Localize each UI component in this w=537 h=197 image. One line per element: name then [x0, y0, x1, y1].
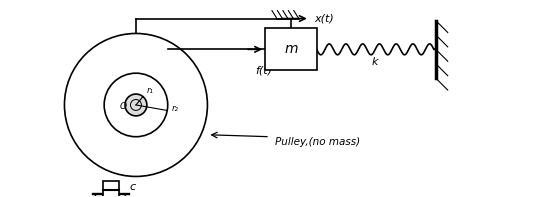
Circle shape	[125, 94, 147, 116]
Text: x(t): x(t)	[315, 14, 335, 24]
Text: f(t): f(t)	[255, 65, 272, 75]
Text: c: c	[129, 182, 135, 192]
Bar	[103, 181, 119, 197]
Bar	[265, 29, 317, 70]
Text: r₂: r₂	[171, 104, 178, 113]
Text: r₁: r₁	[147, 86, 154, 95]
Text: Pulley,(no mass): Pulley,(no mass)	[275, 137, 360, 147]
Text: k: k	[372, 57, 379, 67]
Text: O: O	[119, 102, 127, 112]
Text: m: m	[284, 42, 297, 56]
